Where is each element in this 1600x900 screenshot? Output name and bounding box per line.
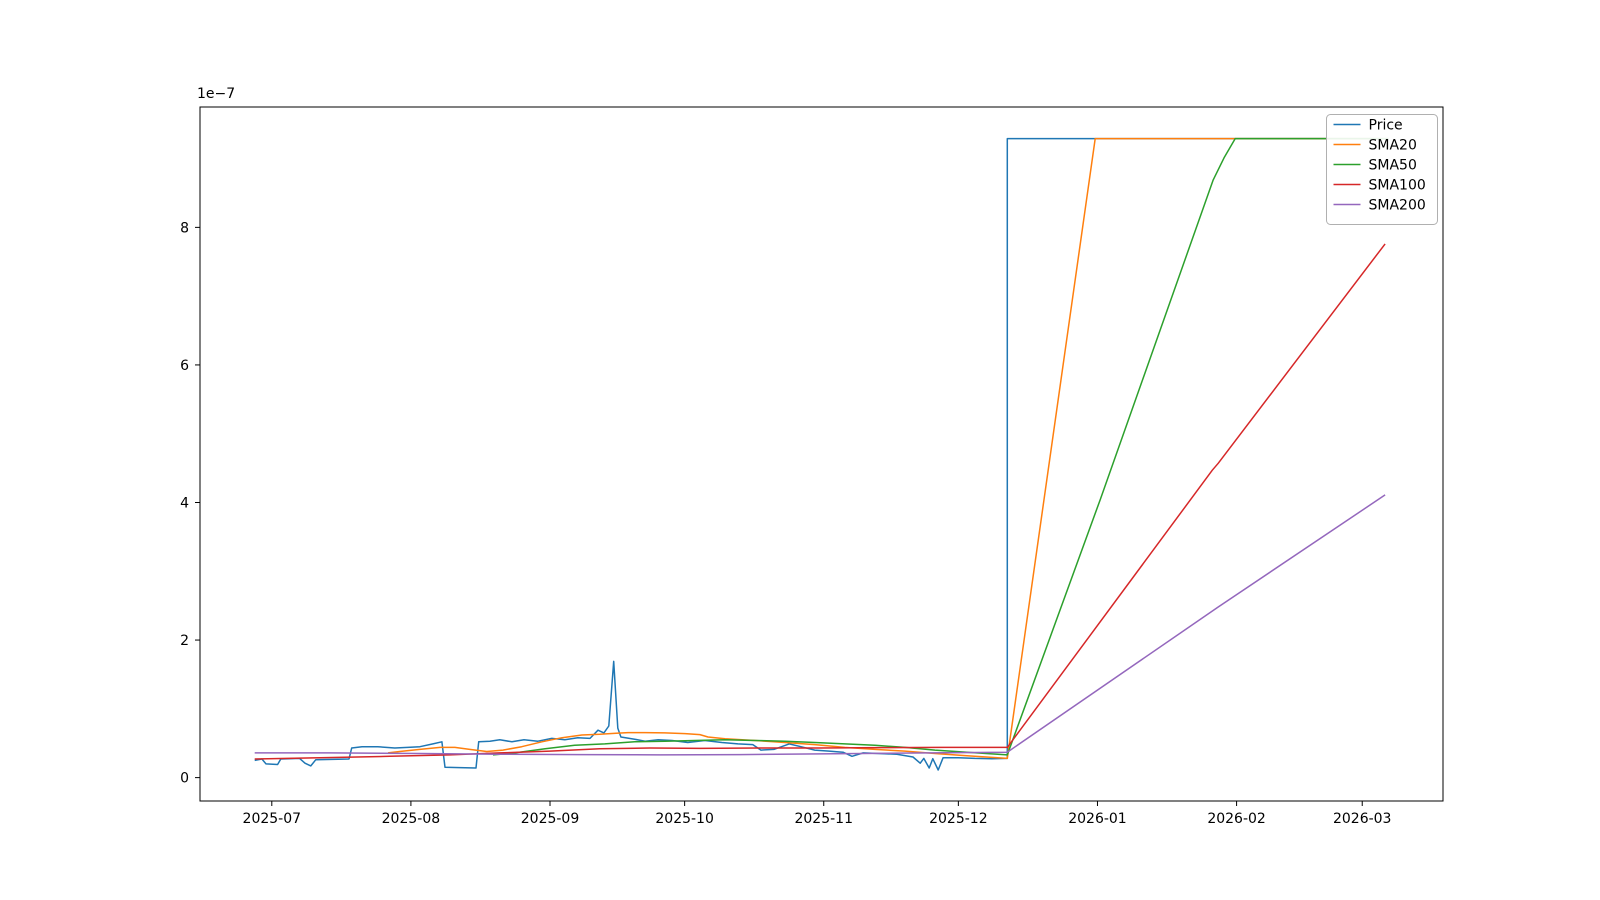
series-line-price [254,137,1389,771]
plot-border [199,106,1444,802]
series-line-sma200 [254,494,1386,756]
x-axis-ticks: 2025-07 2025-08 2025-09 2025-10 2025-11 2025-… [243,801,1392,827]
x-tick-label: 2025-10 [655,811,714,827]
y-tick-label: 8 [180,220,189,236]
y-tick-label: 4 [180,495,189,511]
legend-box [1326,114,1438,225]
x-tick-label: 2025-11 [794,811,853,827]
series-line-sma20 [387,137,1389,760]
y-tick-label: 2 [180,633,189,649]
legend-label-sma20: SMA20 [1369,138,1417,154]
x-tick-label: 2025-07 [243,811,302,827]
series-line-sma50 [492,137,1389,756]
legend-label-sma200: SMA200 [1369,198,1426,214]
legend-label-sma50: SMA50 [1369,158,1417,174]
x-tick-label: 2025-09 [521,811,580,827]
x-tick-label: 2025-08 [382,811,441,827]
series-line-sma100 [254,243,1386,760]
y-tick-label: 6 [180,358,189,374]
legend-label-price: Price [1369,118,1403,134]
axes-spines [199,106,1444,802]
x-tick-label: 2025-12 [929,811,988,827]
series-lines [254,137,1389,771]
legend: Price SMA20 SMA50 SMA100 SMA200 [1326,114,1438,225]
x-tick-label: 2026-01 [1068,811,1127,827]
x-tick-label: 2026-03 [1333,811,1392,827]
legend-label-sma100: SMA100 [1369,178,1426,194]
y-tick-label: 0 [180,771,189,787]
x-tick-label: 2026-02 [1207,811,1266,827]
y-axis-ticks: 0 2 4 6 8 [180,220,200,787]
y-axis-offset-label: 1e−7 [197,86,235,102]
